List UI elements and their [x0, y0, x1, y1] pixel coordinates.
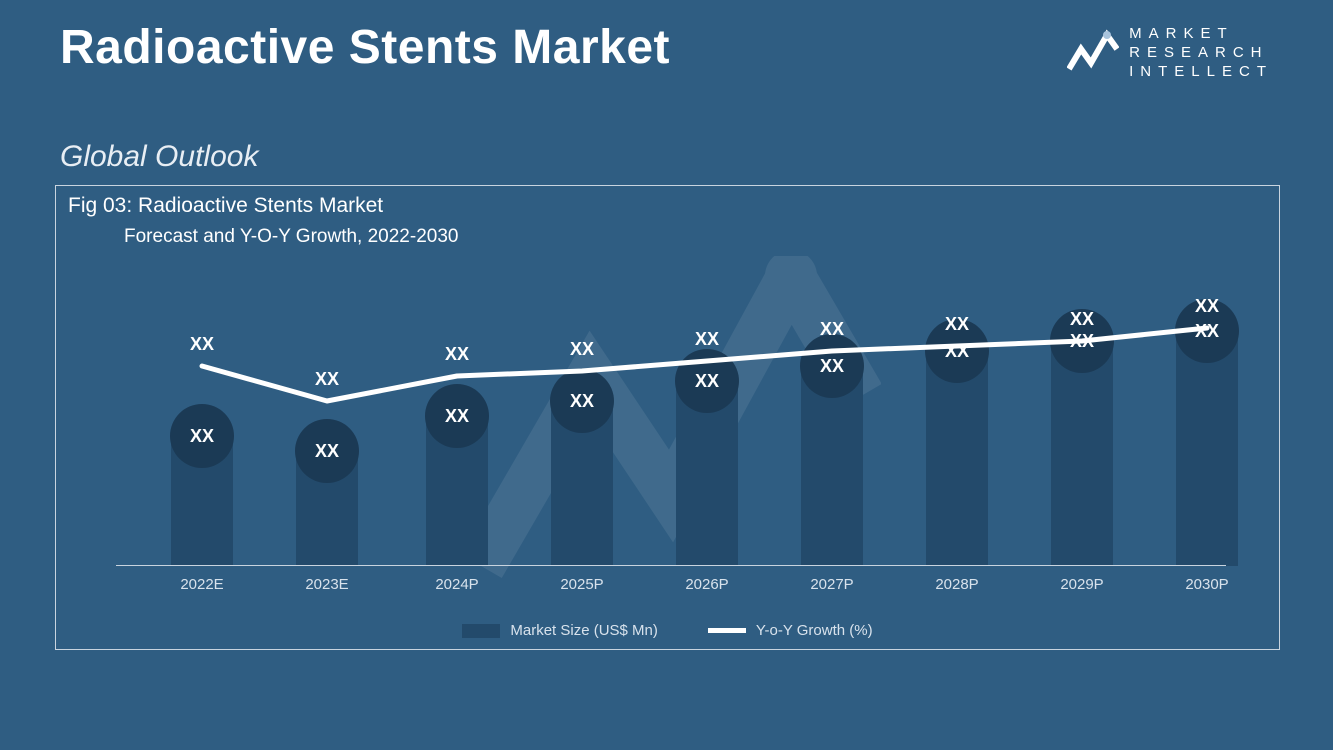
logo-line-1: MARKET: [1129, 25, 1273, 44]
figure-title: Fig 03: Radioactive Stents Market: [68, 194, 383, 218]
growth-value-label: XX: [820, 319, 844, 340]
growth-value-label: XX: [315, 369, 339, 390]
legend-swatch-line: [708, 628, 746, 633]
x-axis-label: 2028P: [935, 576, 978, 593]
x-axis-label: 2025P: [560, 576, 603, 593]
legend: Market Size (US$ Mn) Y-o-Y Growth (%): [56, 622, 1279, 639]
growth-value-label: XX: [570, 339, 594, 360]
legend-label-line: Y-o-Y Growth (%): [756, 622, 873, 639]
x-axis-label: 2024P: [435, 576, 478, 593]
growth-value-label: XX: [190, 334, 214, 355]
x-axis-label: 2022E: [180, 576, 223, 593]
logo-text: MARKET RESEARCH INTELLECT: [1129, 25, 1273, 81]
x-axis-label: 2023E: [305, 576, 348, 593]
x-axis-line: [116, 565, 1226, 567]
brand-logo: MARKET RESEARCH INTELLECT: [1067, 25, 1273, 81]
figure-subtitle: Forecast and Y-O-Y Growth, 2022-2030: [124, 226, 458, 248]
x-axis-label: 2029P: [1060, 576, 1103, 593]
logo-mark-icon: [1067, 27, 1119, 79]
growth-value-label: XX: [695, 329, 719, 350]
x-axis-label: 2027P: [810, 576, 853, 593]
legend-item-bar: Market Size (US$ Mn): [462, 622, 658, 639]
legend-item-line: Y-o-Y Growth (%): [708, 622, 873, 639]
growth-value-label: XX: [945, 314, 969, 335]
growth-line: [116, 266, 1226, 566]
x-axis-label: 2026P: [685, 576, 728, 593]
page-title: Radioactive Stents Market: [60, 20, 670, 75]
chart-container: Fig 03: Radioactive Stents Market Foreca…: [55, 185, 1280, 650]
logo-line-2: RESEARCH: [1129, 44, 1273, 63]
x-axis-label: 2030P: [1185, 576, 1228, 593]
growth-value-label: XX: [445, 344, 469, 365]
legend-swatch-bar: [462, 624, 500, 638]
section-subtitle: Global Outlook: [60, 140, 258, 174]
growth-value-label: XX: [1070, 309, 1094, 330]
legend-label-bar: Market Size (US$ Mn): [510, 622, 658, 639]
plot-area: XX2022EXX2023EXX2024PXX2025PXX2026PXX202…: [116, 266, 1226, 566]
growth-value-label: XX: [1195, 296, 1219, 317]
logo-line-3: INTELLECT: [1129, 63, 1273, 82]
